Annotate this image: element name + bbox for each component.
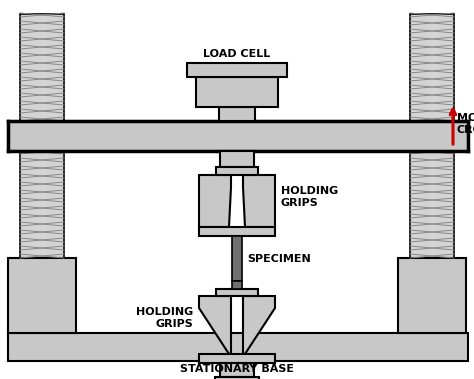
Polygon shape bbox=[199, 175, 231, 227]
Bar bbox=[216, 167, 258, 175]
Text: SPECIMEN: SPECIMEN bbox=[247, 254, 311, 264]
Bar bbox=[199, 354, 275, 363]
Bar bbox=[219, 107, 255, 121]
Polygon shape bbox=[199, 296, 231, 354]
Text: MOVING
CROSSHEAD: MOVING CROSSHEAD bbox=[457, 113, 474, 135]
Polygon shape bbox=[243, 175, 275, 227]
Text: HOLDING
GRIPS: HOLDING GRIPS bbox=[136, 307, 193, 329]
Text: STATIONARY BASE: STATIONARY BASE bbox=[180, 364, 294, 374]
Text: HOLDING
GRIPS: HOLDING GRIPS bbox=[281, 186, 338, 208]
Bar bbox=[187, 63, 287, 77]
Bar bbox=[196, 77, 278, 107]
Bar bbox=[220, 151, 254, 167]
Bar bbox=[20, 14, 64, 121]
Bar bbox=[232, 236, 242, 281]
Bar bbox=[410, 151, 454, 258]
Polygon shape bbox=[243, 296, 275, 354]
Bar bbox=[215, 377, 259, 379]
Bar bbox=[216, 289, 258, 296]
Bar bbox=[220, 363, 254, 377]
Bar bbox=[8, 121, 468, 151]
Bar bbox=[232, 281, 242, 289]
Bar bbox=[199, 227, 275, 236]
Bar bbox=[20, 151, 64, 258]
Bar bbox=[398, 258, 466, 333]
Bar bbox=[410, 14, 454, 121]
Bar bbox=[8, 258, 76, 333]
Text: LOAD CELL: LOAD CELL bbox=[203, 49, 271, 59]
Bar bbox=[8, 333, 468, 361]
